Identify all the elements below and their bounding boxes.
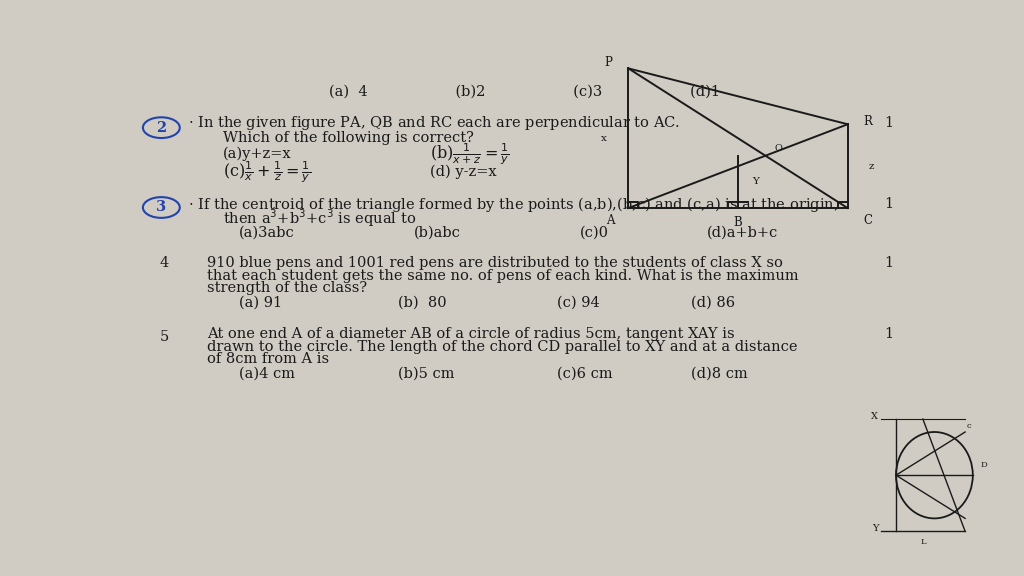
Text: (a) 91: (a) 91 xyxy=(240,295,283,309)
Text: (c)6 cm: (c)6 cm xyxy=(557,366,612,380)
Text: R: R xyxy=(863,115,871,128)
Text: A: A xyxy=(606,214,615,227)
Text: strength of the class?: strength of the class? xyxy=(207,281,368,295)
Text: (c) 94: (c) 94 xyxy=(557,295,599,309)
Text: (b)$\frac{1}{x+z}=\frac{1}{y}$: (b)$\frac{1}{x+z}=\frac{1}{y}$ xyxy=(430,142,509,167)
Text: C: C xyxy=(863,214,872,227)
Text: $\cdot$ In the given figure PA, QB and RC each are perpendicular to AC.: $\cdot$ In the given figure PA, QB and R… xyxy=(187,114,680,132)
Text: (c)0: (c)0 xyxy=(581,225,609,240)
Text: 1: 1 xyxy=(885,198,894,211)
Text: Y: Y xyxy=(753,177,759,187)
Text: that each student gets the same no. of pens of each kind. What is the maximum: that each student gets the same no. of p… xyxy=(207,269,799,283)
Text: z: z xyxy=(869,162,874,170)
Text: Y: Y xyxy=(871,524,879,533)
Text: then a$^3$+b$^3$+c$^3$ is equal to: then a$^3$+b$^3$+c$^3$ is equal to xyxy=(223,207,417,229)
Text: P: P xyxy=(604,56,612,69)
Text: (d) 86: (d) 86 xyxy=(691,295,735,309)
Text: O: O xyxy=(775,144,782,153)
Text: 4: 4 xyxy=(160,256,169,270)
Text: B: B xyxy=(733,215,742,229)
Text: 1: 1 xyxy=(885,116,894,130)
Text: D: D xyxy=(981,461,988,468)
Text: (b)abc: (b)abc xyxy=(414,225,461,240)
Text: 1: 1 xyxy=(885,327,894,342)
Text: 1: 1 xyxy=(885,256,894,270)
Text: Which of the following is correct?: Which of the following is correct? xyxy=(223,131,474,145)
Text: 910 blue pens and 1001 red pens are distributed to the students of class X so: 910 blue pens and 1001 red pens are dist… xyxy=(207,256,783,270)
Text: drawn to the circle. The length of the chord CD parallel to XY and at a distance: drawn to the circle. The length of the c… xyxy=(207,340,798,354)
Text: (a)  4                   (b)2                   (c)3                   (d)1: (a) 4 (b)2 (c)3 (d)1 xyxy=(330,85,720,98)
Text: (d) y-z=x: (d) y-z=x xyxy=(430,165,497,179)
Text: (d)8 cm: (d)8 cm xyxy=(691,366,749,380)
Text: x: x xyxy=(601,134,607,143)
Text: (a)4 cm: (a)4 cm xyxy=(240,366,295,380)
Text: 5: 5 xyxy=(160,331,169,344)
Text: 3: 3 xyxy=(157,200,166,214)
Text: of 8cm from A is: of 8cm from A is xyxy=(207,352,330,366)
Text: L: L xyxy=(921,539,926,546)
Text: At one end A of a diameter AB of a circle of radius 5cm, tangent XAY is: At one end A of a diameter AB of a circl… xyxy=(207,327,735,342)
Text: (a)y+z=x: (a)y+z=x xyxy=(223,147,292,161)
Text: (b)  80: (b) 80 xyxy=(397,295,446,309)
Text: (a)3abc: (a)3abc xyxy=(240,225,295,240)
Text: (d)a+b+c: (d)a+b+c xyxy=(708,225,778,240)
Text: X: X xyxy=(871,412,879,421)
Text: 2: 2 xyxy=(157,120,167,135)
Text: (c)$\frac{1}{x}+\frac{1}{z}=\frac{1}{y}$: (c)$\frac{1}{x}+\frac{1}{z}=\frac{1}{y}$ xyxy=(223,159,311,185)
Text: (b)5 cm: (b)5 cm xyxy=(397,366,455,380)
Text: c: c xyxy=(967,422,972,430)
Text: $\cdot$ If the centroid of the triangle formed by the points (a,b),(b,c) and (c,: $\cdot$ If the centroid of the triangle … xyxy=(187,195,838,214)
